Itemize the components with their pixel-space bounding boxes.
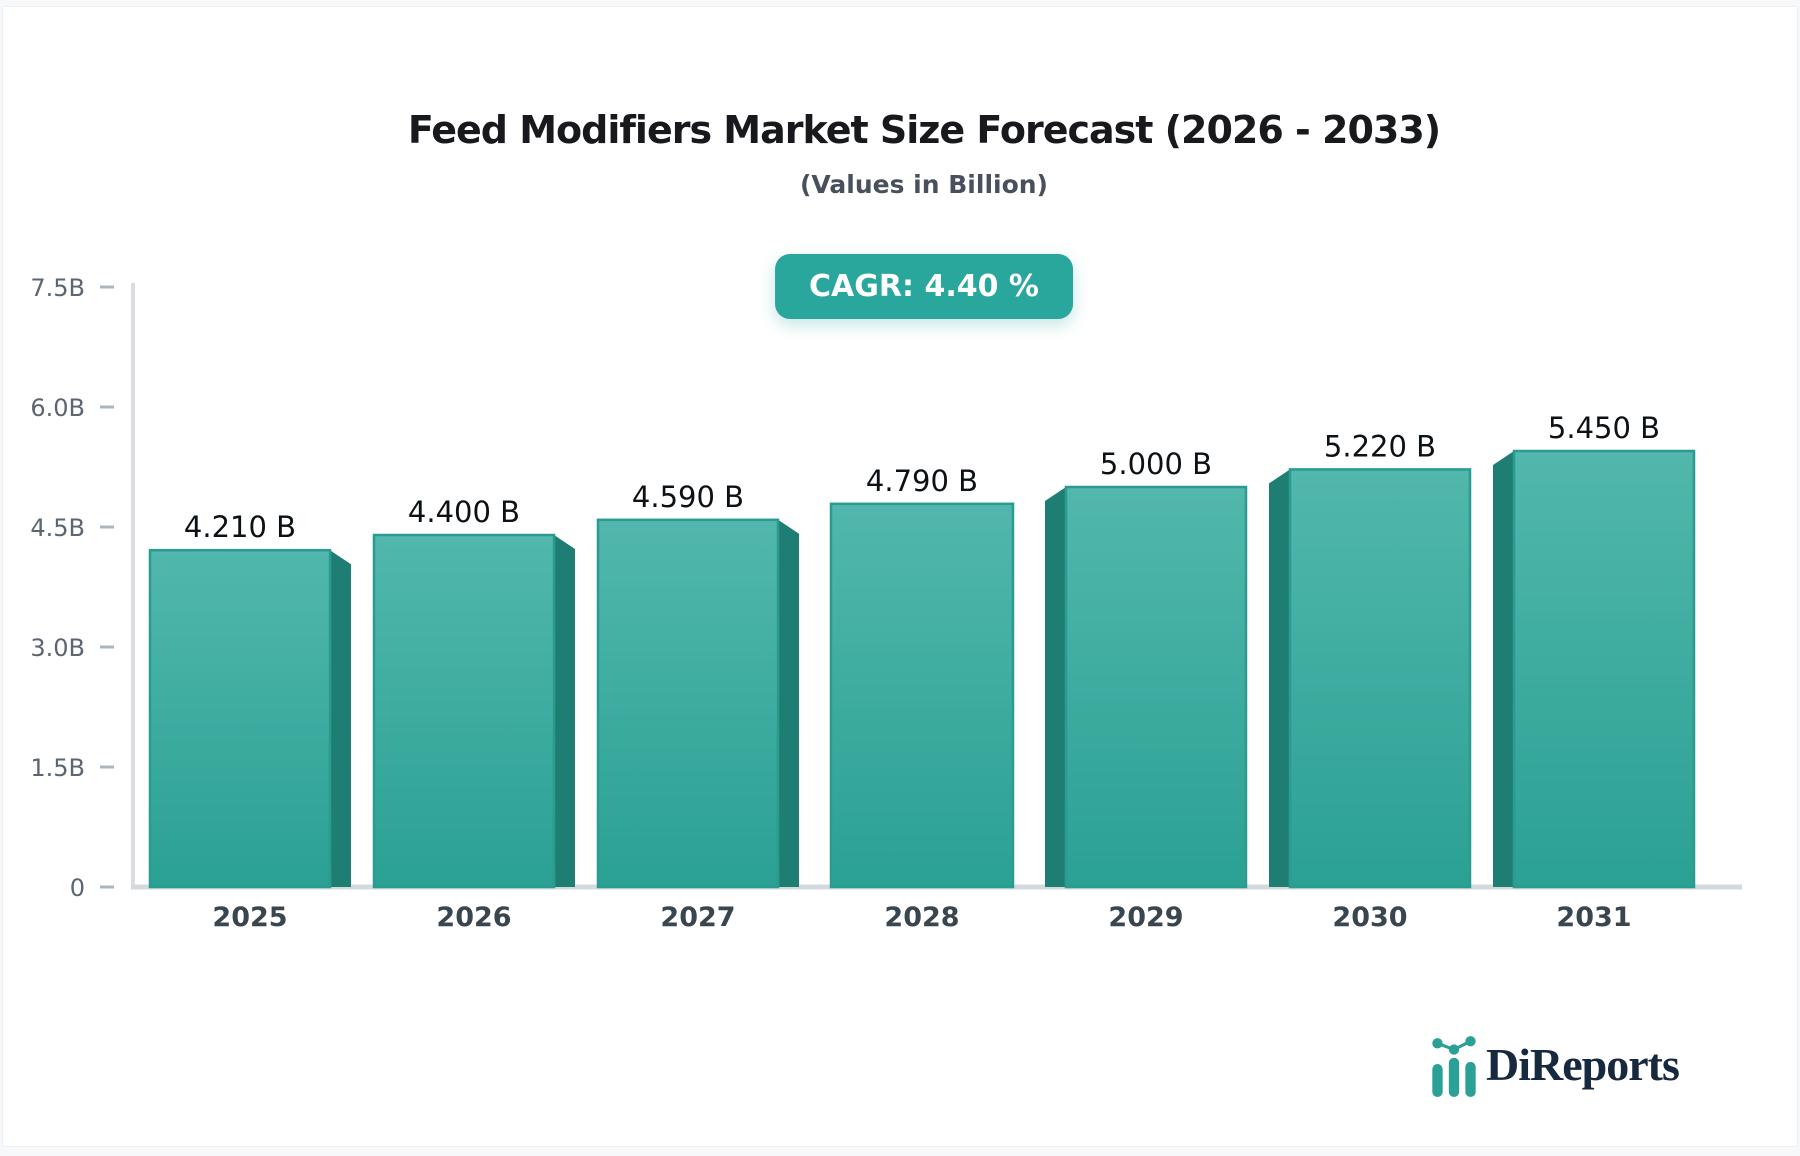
y-tick-label: 1.5B: [30, 754, 85, 782]
y-tick-dash: [100, 885, 114, 889]
x-tick-label: 2030: [1332, 902, 1407, 933]
bar-2026: [372, 533, 556, 889]
bar-value-label: 5.450 B: [1548, 411, 1660, 445]
y-tick-dash: [100, 285, 114, 289]
bar-side: [778, 519, 799, 887]
bar-2030: [1288, 468, 1472, 889]
mini-bar-chart-icon: [1432, 1036, 1476, 1097]
x-tick-label: 2026: [436, 902, 511, 933]
x-tick-label: 2031: [1556, 902, 1631, 933]
x-tick-label: 2028: [884, 902, 959, 933]
logo-text: DiReports: [1486, 1039, 1680, 1090]
bar-side: [554, 535, 575, 887]
y-tick-dash: [100, 525, 114, 529]
bar-value-label: 5.220 B: [1324, 429, 1436, 463]
bar-side: [1269, 469, 1290, 887]
direports-logo: DiReports: [1432, 1032, 1680, 1098]
page-subtitle: (Values in Billion): [800, 170, 1048, 199]
bar-side: [330, 550, 351, 887]
x-tick-label: 2029: [1108, 902, 1183, 933]
y-tick-dash: [100, 765, 114, 769]
bar-2027: [596, 518, 780, 889]
x-tick-label: 2025: [212, 902, 287, 933]
bar-side: [1493, 451, 1514, 887]
bar-2031: [1512, 449, 1696, 889]
y-tick-label: 0: [70, 874, 85, 902]
y-tick-label: 7.5B: [30, 274, 85, 302]
y-tick-label: 3.0B: [30, 634, 85, 662]
bar-value-label: 4.400 B: [408, 495, 520, 529]
bar-value-label: 4.210 B: [184, 510, 296, 544]
y-tick-label: 4.5B: [30, 514, 85, 542]
x-tick-label: 2027: [660, 902, 735, 933]
y-tick-label: 6.0B: [30, 394, 85, 422]
bar-2029: [1064, 485, 1248, 889]
y-tick-dash: [100, 645, 114, 649]
bar-value-label: 4.590 B: [632, 480, 744, 514]
y-tick-dash: [100, 405, 114, 409]
bar-side: [1045, 487, 1066, 887]
page-title: Feed Modifiers Market Size Forecast (202…: [407, 108, 1441, 152]
bar-2028: [829, 502, 1015, 889]
bar-value-label: 4.790 B: [866, 464, 978, 498]
bar-2025: [148, 548, 332, 889]
y-axis-line: [131, 283, 135, 889]
cagr-badge: CAGR: 4.40 %: [775, 254, 1073, 319]
bar-value-label: 5.000 B: [1100, 447, 1212, 481]
